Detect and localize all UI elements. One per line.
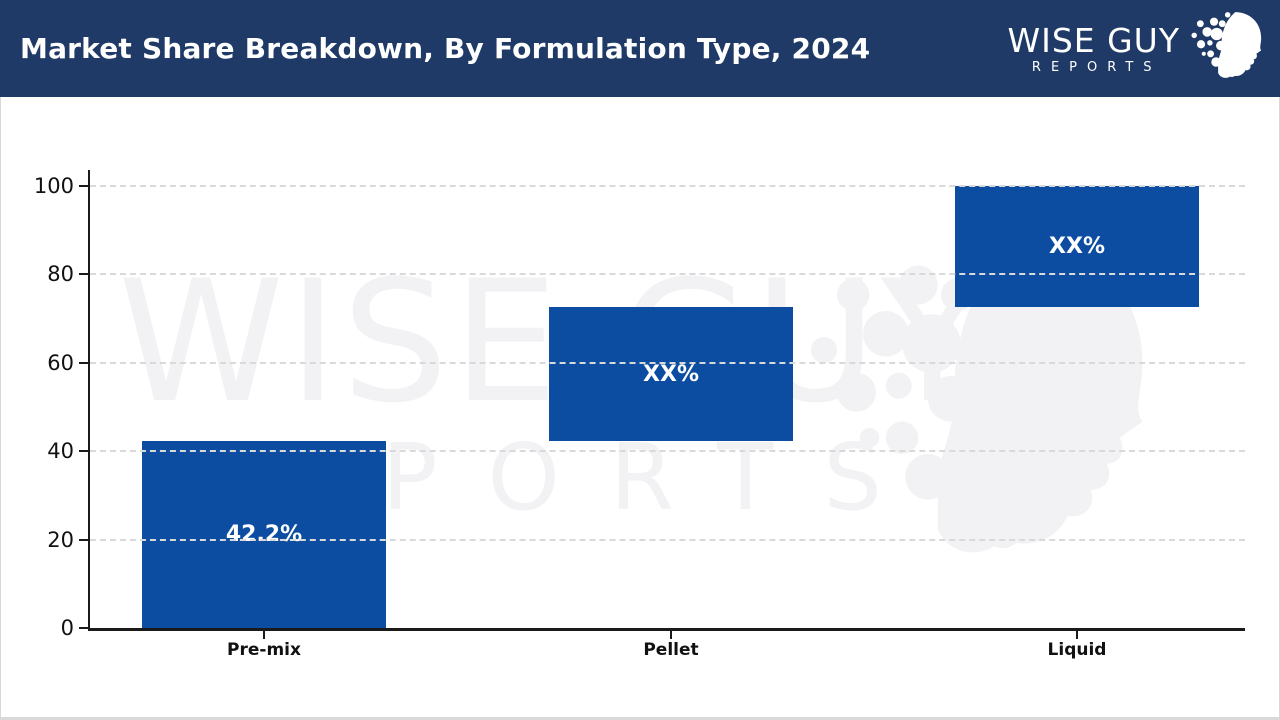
x-category-label-pre-mix: Pre-mix — [227, 640, 301, 660]
brand-logo: WISE GUY REPORTS — [1007, 4, 1268, 94]
x-axis-spine — [88, 628, 1245, 631]
bar-segment-pellet: XX% — [549, 307, 793, 442]
header-banner: Market Share Breakdown, By Formulation T… — [0, 0, 1280, 97]
gridline-60 — [90, 361, 1245, 364]
y-axis-spine — [88, 170, 90, 630]
brand-head-logo-icon — [1191, 12, 1262, 78]
chart-title: Market Share Breakdown, By Formulation T… — [20, 32, 871, 65]
gridline-100 — [90, 185, 1245, 187]
brand-subtitle: REPORTS — [1031, 60, 1162, 75]
x-category-label-pellet: Pellet — [643, 640, 699, 660]
brand-logo-text: WISE GUY REPORTS — [1007, 21, 1180, 76]
x-tick-mark-pre-mix — [263, 630, 265, 639]
x-category-label-liquid: Liquid — [1047, 640, 1107, 660]
gridline-80 — [90, 273, 1245, 276]
y-tick-label-0: 0 — [60, 616, 74, 640]
y-tick-mark-0 — [79, 627, 88, 629]
bar-value-label: XX% — [643, 361, 699, 387]
bar-segment-liquid: XX% — [955, 186, 1199, 308]
bar-value-label: XX% — [1049, 234, 1105, 260]
y-tick-mark-20 — [79, 538, 88, 541]
brand-name: WISE GUY — [1007, 21, 1180, 60]
bar-value-label: 42.2% — [225, 522, 303, 548]
bar-segment-pre-mix: 42.2% — [142, 441, 386, 628]
y-tick-mark-40 — [79, 450, 88, 453]
y-tick-mark-80 — [79, 273, 88, 276]
y-tick-label-20: 20 — [47, 527, 74, 552]
y-tick-label-100: 100 — [33, 174, 74, 198]
gridline-40 — [90, 450, 1245, 453]
y-tick-label-60: 60 — [47, 350, 74, 375]
x-tick-mark-liquid — [1076, 630, 1078, 639]
y-tick-mark-60 — [79, 361, 88, 364]
y-tick-label-80: 80 — [47, 262, 74, 287]
gridline-20 — [90, 538, 1245, 541]
y-tick-label-40: 40 — [47, 439, 74, 464]
y-tick-mark-100 — [79, 185, 88, 187]
x-tick-mark-pellet — [670, 630, 672, 639]
